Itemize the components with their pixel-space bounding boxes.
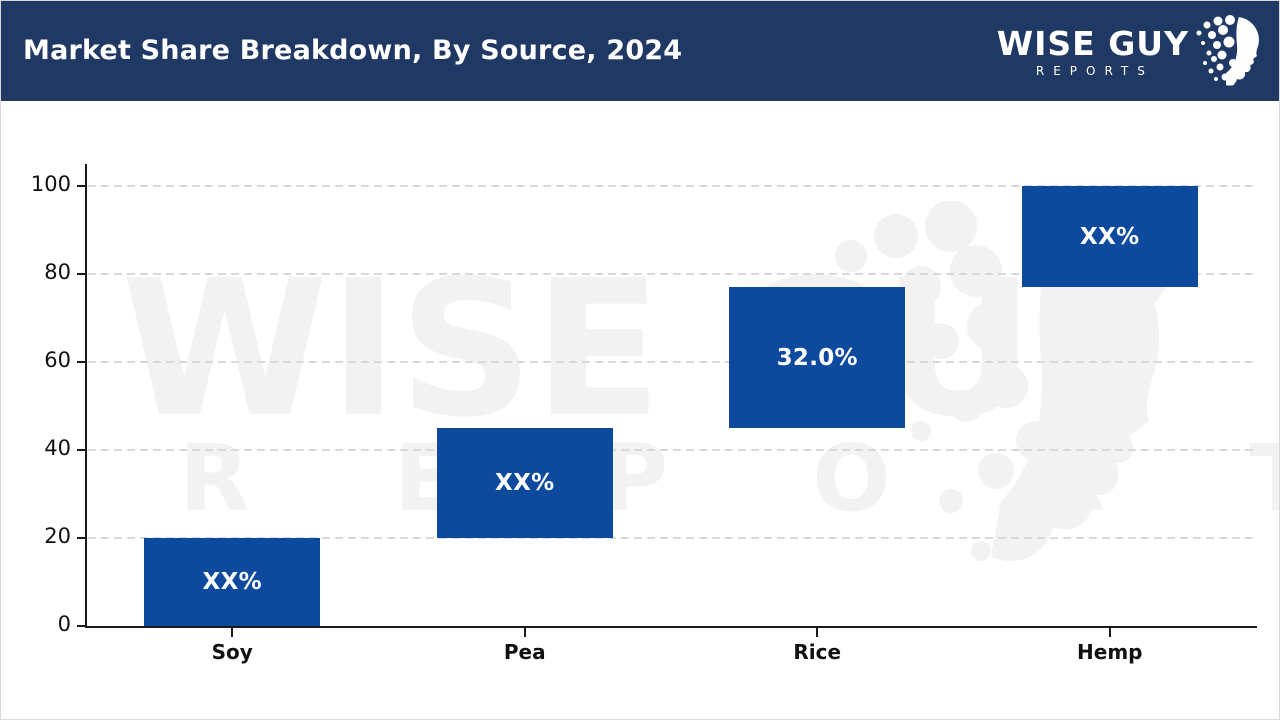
y-tick-0 (77, 625, 86, 627)
x-tick-label-rice: Rice (793, 640, 842, 664)
y-tick-60 (77, 361, 86, 363)
gridline-20 (88, 537, 1256, 539)
y-tick-label-100: 100 (30, 172, 71, 196)
y-tick-label-60: 60 (44, 348, 71, 372)
bar-label-pea: XX% (495, 470, 555, 496)
bar-label-hemp: XX% (1080, 223, 1140, 250)
x-tick-soy (231, 628, 234, 637)
x-tick-rice (816, 628, 819, 637)
bar-hemp: XX% (1021, 186, 1198, 288)
y-tick-80 (77, 273, 86, 275)
x-axis-line (85, 626, 1257, 628)
gridline-40 (88, 449, 1256, 451)
gridline-100 (88, 185, 1256, 187)
x-tick-label-pea: Pea (503, 640, 546, 664)
bar-pea: XX% (436, 428, 613, 538)
y-tick-label-80: 80 (44, 260, 71, 284)
dotted-face-icon (1196, 15, 1259, 86)
logo-text: WISE GUY REPORTS (996, 24, 1189, 79)
header-bar: Market Share Breakdown, By Source, 2024 … (1, 1, 1279, 101)
logo-wordmark: WISE GUY (996, 24, 1189, 63)
y-tick-label-0: 0 (57, 612, 71, 636)
bar-rice: 32.0% (729, 287, 906, 428)
bar-label-soy: XX% (202, 569, 262, 595)
bar-label-rice: 32.0% (776, 344, 858, 371)
y-tick-100 (77, 185, 86, 187)
y-tick-label-40: 40 (44, 436, 71, 460)
x-tick-label-soy: Soy (211, 640, 253, 664)
gridline-60 (88, 361, 1256, 363)
logo-subtitle: REPORTS (1035, 64, 1154, 78)
x-tick-hemp (1108, 628, 1111, 637)
gridline-80 (88, 273, 1256, 275)
x-tick-label-hemp: Hemp (1077, 640, 1143, 664)
bar-soy: XX% (144, 538, 321, 626)
y-tick-40 (77, 449, 86, 451)
wise-guy-reports-logo: WISE GUY REPORTS (997, 15, 1263, 89)
y-axis-line (85, 164, 87, 628)
y-tick-label-20: 20 (44, 524, 71, 548)
x-tick-pea (523, 628, 526, 637)
y-tick-20 (77, 537, 86, 539)
chart-title: Market Share Breakdown, By Source, 2024 (23, 35, 683, 66)
